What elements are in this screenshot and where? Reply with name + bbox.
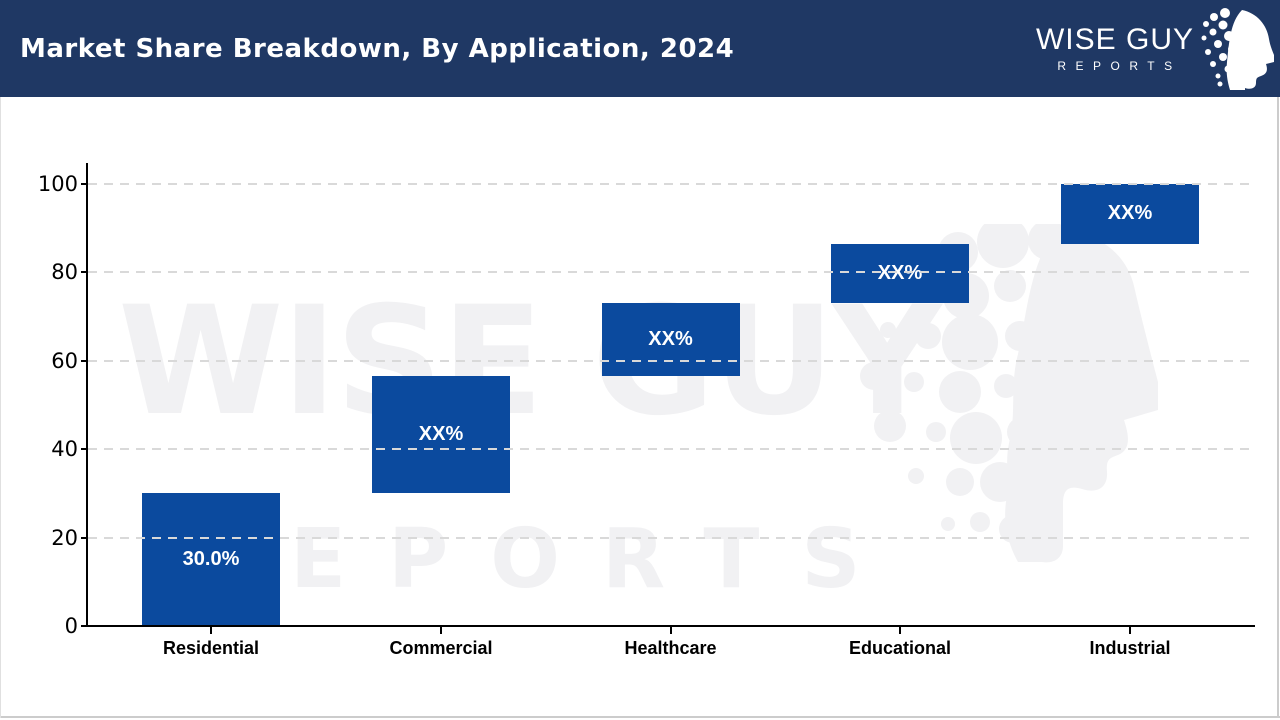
bar: 30.0% xyxy=(142,493,280,626)
frame-line-right xyxy=(1277,97,1279,718)
y-tick-mark xyxy=(81,536,88,539)
x-tick-mark xyxy=(669,626,672,634)
y-tick-label: 20 xyxy=(51,525,78,550)
logo-wordmark: WISE GUY xyxy=(1035,23,1194,57)
bar: XX% xyxy=(372,376,510,494)
y-tick-label: 80 xyxy=(51,260,78,285)
gridline xyxy=(88,271,1255,274)
x-category-label: Commercial xyxy=(389,638,493,658)
x-category-label: Industrial xyxy=(1089,638,1171,658)
y-tick-mark xyxy=(81,448,88,451)
y-tick-mark xyxy=(81,359,88,362)
logo-subtext: REPORTS xyxy=(1057,58,1182,73)
bar-value-label: XX% xyxy=(1107,202,1153,225)
gridline xyxy=(88,536,1255,539)
logo-text: WISE GUY REPORTS xyxy=(1036,24,1194,73)
y-tick-mark xyxy=(81,625,88,627)
y-axis-line xyxy=(86,163,88,627)
y-tick-mark xyxy=(81,271,88,274)
bar-value-label: 30.0% xyxy=(182,548,240,571)
x-tick-mark xyxy=(899,626,901,634)
x-category-label: Educational xyxy=(848,638,951,658)
x-category-label: Residential xyxy=(162,638,260,658)
header-bar: Market Share Breakdown, By Application, … xyxy=(0,0,1280,97)
x-category-label: Healthcare xyxy=(624,638,717,658)
watermark: WISE GUY REPORTS xyxy=(0,97,1280,717)
watermark-reports: REPORTS xyxy=(185,512,903,607)
bar: XX% xyxy=(831,243,969,304)
bar-value-label: XX% xyxy=(418,423,464,446)
x-axis-line xyxy=(86,625,1255,627)
y-tick-mark xyxy=(81,183,88,185)
bar-value-label: XX% xyxy=(648,328,693,351)
gridline xyxy=(88,448,1255,451)
page-title: Market Share Breakdown, By Application, … xyxy=(20,33,735,64)
y-tick-label: 60 xyxy=(51,348,78,373)
y-tick-label: 0 xyxy=(64,614,78,638)
x-tick-mark xyxy=(210,626,212,634)
y-tick-label: 40 xyxy=(51,437,78,462)
y-tick-label: 100 xyxy=(37,172,78,196)
watermark-wordmark: WISE GUY xyxy=(118,275,942,449)
gridline xyxy=(88,359,1255,362)
bar: XX% xyxy=(1061,184,1199,244)
bar: XX% xyxy=(601,303,740,377)
logo-head-icon xyxy=(1201,7,1274,90)
x-tick-mark xyxy=(440,626,442,634)
gridline xyxy=(88,183,1255,185)
x-tick-mark xyxy=(1129,626,1131,634)
wise-guy-logo: WISE GUY REPORTS xyxy=(1036,0,1274,97)
bar-value-label: XX% xyxy=(877,261,923,284)
frame-line-bottom xyxy=(0,716,1280,718)
frame-line-left xyxy=(0,97,1,718)
